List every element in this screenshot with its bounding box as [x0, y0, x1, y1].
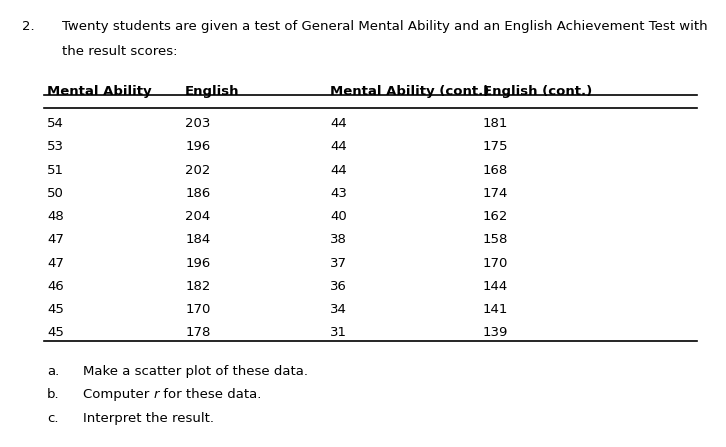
Text: the result scores:: the result scores: [62, 45, 177, 58]
Text: 174: 174 [483, 187, 508, 200]
Text: 48: 48 [47, 210, 64, 223]
Text: 184: 184 [185, 233, 211, 246]
Text: 34: 34 [330, 303, 347, 316]
Text: 202: 202 [185, 164, 211, 177]
Text: Computer: Computer [83, 388, 154, 401]
Text: Interpret the result.: Interpret the result. [83, 412, 214, 425]
Text: for these data.: for these data. [160, 388, 262, 401]
Text: 37: 37 [330, 257, 347, 270]
Text: English: English [185, 85, 240, 98]
Text: 38: 38 [330, 233, 347, 246]
Text: 204: 204 [185, 210, 211, 223]
Text: 144: 144 [483, 280, 508, 293]
Text: 45: 45 [47, 303, 64, 316]
Text: 162: 162 [483, 210, 508, 223]
Text: 175: 175 [483, 140, 508, 153]
Text: Twenty students are given a test of General Mental Ability and an English Achiev: Twenty students are given a test of Gene… [62, 20, 707, 33]
Text: Mental Ability: Mental Ability [47, 85, 152, 98]
Text: 181: 181 [483, 117, 508, 130]
Text: 2.: 2. [22, 20, 34, 33]
Text: 40: 40 [330, 210, 347, 223]
Text: 47: 47 [47, 257, 64, 270]
Text: 182: 182 [185, 280, 211, 293]
Text: 158: 158 [483, 233, 508, 246]
Text: 141: 141 [483, 303, 508, 316]
Text: Mental Ability (cont.): Mental Ability (cont.) [330, 85, 490, 98]
Text: r: r [154, 388, 160, 401]
Text: a.: a. [47, 365, 60, 378]
Text: 44: 44 [330, 117, 347, 130]
Text: b.: b. [47, 388, 60, 401]
Text: 47: 47 [47, 233, 64, 246]
Text: 178: 178 [185, 326, 211, 339]
Text: 196: 196 [185, 257, 211, 270]
Text: c.: c. [47, 412, 59, 425]
Text: 43: 43 [330, 187, 347, 200]
Text: 51: 51 [47, 164, 64, 177]
Text: 46: 46 [47, 280, 64, 293]
Text: 45: 45 [47, 326, 64, 339]
Text: 170: 170 [185, 303, 211, 316]
Text: 36: 36 [330, 280, 347, 293]
Text: English (cont.): English (cont.) [483, 85, 592, 98]
Text: 44: 44 [330, 164, 347, 177]
Text: 50: 50 [47, 187, 64, 200]
Text: 31: 31 [330, 326, 347, 339]
Text: 170: 170 [483, 257, 508, 270]
Text: 168: 168 [483, 164, 508, 177]
Text: 53: 53 [47, 140, 64, 153]
Text: 139: 139 [483, 326, 508, 339]
Text: 186: 186 [185, 187, 211, 200]
Text: 54: 54 [47, 117, 64, 130]
Text: 196: 196 [185, 140, 211, 153]
Text: 203: 203 [185, 117, 211, 130]
Text: 44: 44 [330, 140, 347, 153]
Text: Make a scatter plot of these data.: Make a scatter plot of these data. [83, 365, 309, 378]
